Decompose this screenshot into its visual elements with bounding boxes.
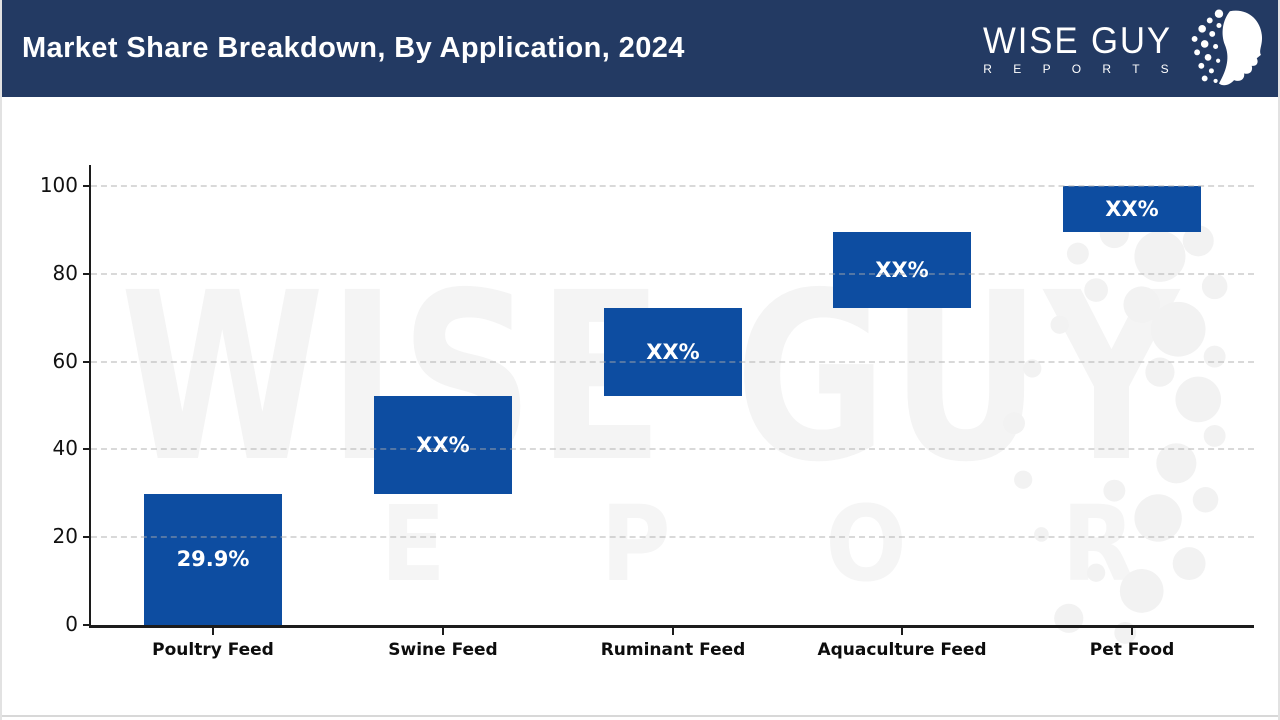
gridline-y60 [91, 360, 1254, 363]
y-tick-label: 80 [52, 260, 78, 285]
chart-title: Market Share Breakdown, By Application, … [22, 32, 685, 64]
gridline-y40 [91, 448, 1254, 451]
y-tick-mark [83, 272, 90, 275]
bar-aquaculture-feed: XX% [833, 231, 971, 309]
x-tick-mark [442, 627, 444, 635]
logo-subtitle: R E P O R T S [983, 62, 1178, 76]
header-band: Market Share Breakdown, By Application, … [2, 0, 1278, 97]
y-tick-label: 0 [65, 612, 78, 636]
x-tick-label-pet-food: Pet Food [1089, 640, 1175, 660]
bar-value-label: XX% [1105, 196, 1159, 221]
x-tick-label-ruminant-feed: Ruminant Feed [600, 640, 746, 660]
bar-value-label: 29.9% [176, 547, 250, 572]
x-tick-mark [212, 627, 214, 635]
logo-wordmark: WISE GUY [982, 20, 1172, 61]
gridline-y20 [91, 536, 1254, 539]
y-axis-spine [89, 165, 91, 627]
x-tick-mark [672, 627, 674, 635]
y-tick-mark [83, 536, 90, 539]
bar-value-label: XX% [416, 432, 470, 457]
x-axis-spine [89, 625, 1254, 628]
watermark-face-icon [1003, 218, 1228, 644]
y-tick-label: 20 [52, 524, 78, 549]
y-tick-label: 40 [52, 436, 78, 461]
x-tick-mark [901, 627, 903, 635]
x-tick-label-aquaculture-feed: Aquaculture Feed [817, 640, 987, 660]
bar-swine-feed: XX% [374, 395, 512, 494]
wiseguy-logo: WISE GUY R E P O R T S [977, 6, 1266, 92]
bar-value-label: XX% [875, 258, 929, 283]
y-tick-mark [83, 624, 90, 626]
bar-pet-food: XX% [1063, 186, 1201, 232]
bottom-border-line [2, 715, 1278, 717]
y-tick-mark [83, 360, 90, 363]
wiseguy-logo-text: WISE GUY R E P O R T S [977, 22, 1178, 76]
y-tick-mark [83, 448, 90, 451]
y-tick-mark [83, 185, 90, 187]
y-tick-label: 100 [39, 173, 78, 197]
bar-ruminant-feed: XX% [604, 308, 742, 396]
bar-poultry-feed: 29.9% [144, 493, 282, 625]
gridline-y80 [91, 272, 1254, 275]
gridline-y100 [91, 185, 1254, 187]
x-tick-mark [1131, 627, 1133, 635]
logo-face-icon [1191, 9, 1263, 86]
x-tick-label-swine-feed: Swine Feed [388, 640, 498, 660]
x-tick-label-poultry-feed: Poultry Feed [152, 640, 274, 660]
y-tick-label: 60 [52, 348, 78, 373]
bar-value-label: XX% [646, 340, 700, 365]
